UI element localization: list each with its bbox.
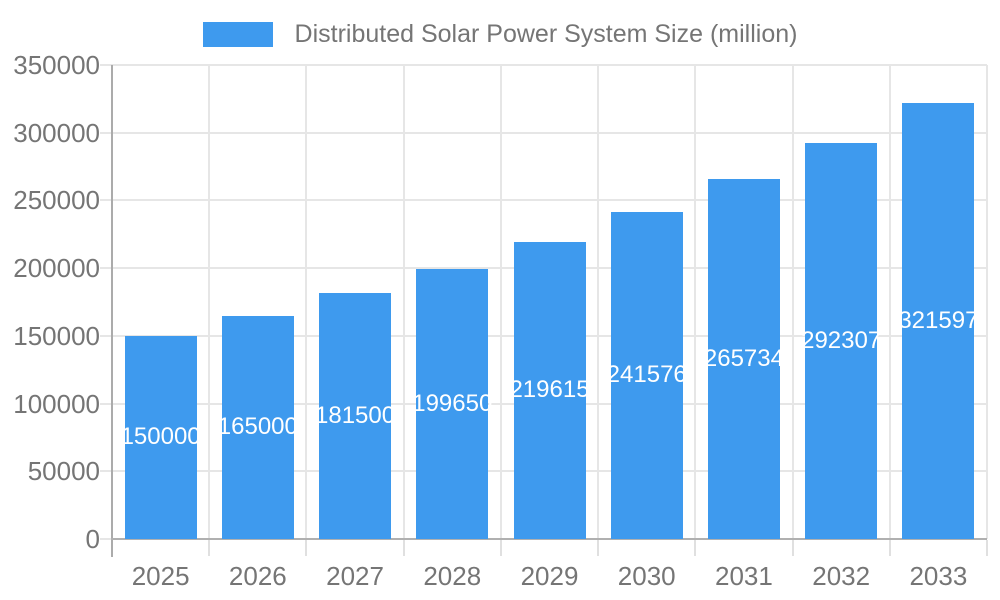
bar-value-label: 165000 — [217, 413, 298, 441]
legend-label: Distributed Solar Power System Size (mil… — [294, 20, 798, 48]
y-tick-label: 0 — [85, 524, 100, 554]
bar[interactable] — [124, 335, 197, 539]
x-axis-tick — [888, 540, 891, 556]
h-gridline — [100, 131, 987, 134]
y-axis-tick — [100, 538, 112, 540]
v-gridline — [694, 65, 697, 539]
bar-value-label: 241576 — [606, 361, 687, 389]
y-tick-label: 100000 — [13, 388, 100, 419]
v-gridline — [305, 65, 308, 539]
x-axis-tick — [305, 540, 308, 556]
v-gridline — [986, 65, 988, 539]
h-gridline — [100, 199, 987, 202]
bar[interactable] — [610, 211, 683, 539]
y-tick-label: 50000 — [27, 456, 100, 487]
bar-value-label: 292307 — [801, 327, 882, 355]
bar[interactable] — [805, 143, 878, 539]
bar-value-label: 199650 — [412, 389, 493, 417]
bar[interactable] — [707, 179, 780, 539]
x-axis-tick — [499, 540, 502, 556]
v-gridline — [402, 65, 405, 539]
x-tick-label: 2027 — [326, 561, 384, 591]
x-tick-label: 2031 — [715, 561, 773, 591]
bar[interactable] — [221, 315, 294, 539]
x-tick-label: 2028 — [423, 561, 482, 591]
x-tick-label: 2025 — [131, 561, 190, 591]
x-axis-tick — [694, 540, 697, 556]
x-axis-tick — [986, 540, 988, 556]
legend[interactable]: Distributed Solar Power System Size (mil… — [0, 20, 1000, 49]
x-axis-tick — [208, 540, 211, 556]
y-tick-label: 350000 — [13, 50, 100, 80]
y-tick-label: 200000 — [13, 253, 100, 284]
v-gridline — [888, 65, 891, 539]
x-axis-line — [111, 538, 987, 540]
bar-value-label: 219615 — [509, 376, 590, 404]
y-tick-label: 150000 — [13, 320, 100, 351]
y-tick-label: 250000 — [13, 185, 100, 216]
x-tick-label: 2032 — [812, 561, 871, 591]
legend-swatch-icon — [202, 22, 273, 47]
x-axis-tick — [791, 540, 794, 556]
bar-value-label: 321597 — [898, 307, 979, 335]
x-tick-label: 2030 — [617, 561, 676, 591]
v-gridline — [499, 65, 502, 539]
v-gridline — [791, 65, 794, 539]
x-tick-label: 2033 — [909, 561, 968, 591]
h-gridline — [100, 64, 987, 66]
bar-value-label: 181500 — [315, 402, 396, 430]
bar[interactable] — [902, 103, 975, 539]
bar-value-label: 265734 — [703, 345, 784, 373]
bar[interactable] — [416, 268, 489, 539]
bar[interactable] — [319, 293, 392, 539]
x-axis-tick — [402, 540, 405, 556]
y-axis-line — [111, 65, 113, 557]
bar[interactable] — [513, 241, 586, 539]
x-tick-label: 2026 — [228, 561, 287, 591]
y-tick-label: 300000 — [13, 117, 100, 148]
x-axis-tick — [597, 540, 600, 556]
v-gridline — [208, 65, 211, 539]
x-tick-label: 2029 — [520, 561, 579, 591]
bar-value-label: 150000 — [120, 423, 201, 451]
v-gridline — [597, 65, 600, 539]
